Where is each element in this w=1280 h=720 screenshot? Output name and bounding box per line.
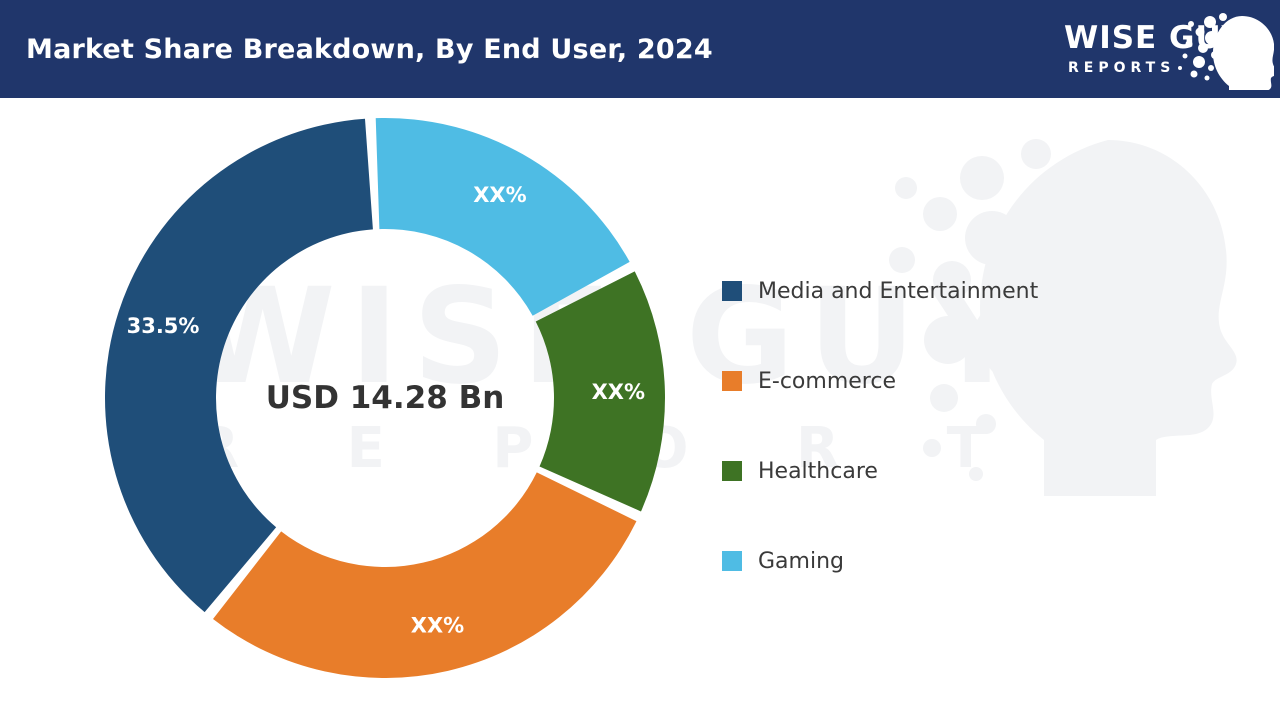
legend-item-e-commerce[interactable]: E-commerce xyxy=(722,336,1142,426)
watermark-head-icon xyxy=(876,139,1237,496)
legend-item-label: Media and Entertainment xyxy=(758,278,1039,304)
donut-slice-label: XX% xyxy=(592,380,645,404)
chart-legend: Media and Entertainment E-commerce Healt… xyxy=(722,246,1142,606)
legend-item-gaming[interactable]: Gaming xyxy=(722,516,1142,606)
donut-chart-svg: XX% XX% XX% 33.5% xyxy=(105,118,665,678)
legend-swatch-icon xyxy=(722,371,742,391)
donut-slice-label: 33.5% xyxy=(127,314,200,338)
legend-swatch-icon xyxy=(722,551,742,571)
page-title: Market Share Breakdown, By End User, 202… xyxy=(26,33,713,65)
legend-swatch-icon xyxy=(722,281,742,301)
legend-swatch-icon xyxy=(722,461,742,481)
donut-chart: XX% XX% XX% 33.5% USD 14.28 Bn xyxy=(100,113,670,683)
donut-slice-label: XX% xyxy=(473,183,526,207)
donut-slice[interactable] xyxy=(105,118,373,613)
logo-head-icon xyxy=(1178,13,1274,90)
donut-slice[interactable] xyxy=(375,118,630,316)
donut-slice-label: XX% xyxy=(411,613,464,637)
wise-guy-reports-logo: WISE GUY REPORTS xyxy=(1064,13,1274,90)
donut-slice[interactable] xyxy=(213,472,637,678)
legend-item-label: E-commerce xyxy=(758,368,896,394)
legend-item-label: Healthcare xyxy=(758,458,878,484)
donut-slice-labels: XX% XX% XX% 33.5% xyxy=(127,183,645,638)
legend-item-healthcare[interactable]: Healthcare xyxy=(722,426,1142,516)
chart-canvas: WISE GUY R E P O R T S XX% XX% XX% 33.5% xyxy=(0,98,1280,720)
legend-item-media-and-entertainment[interactable]: Media and Entertainment xyxy=(722,246,1142,336)
donut-slices xyxy=(105,118,665,678)
page-header: Market Share Breakdown, By End User, 202… xyxy=(0,0,1280,98)
legend-item-label: Gaming xyxy=(758,548,844,574)
logo-wordmark-line2: REPORTS xyxy=(1068,60,1175,76)
donut-slice[interactable] xyxy=(535,271,665,512)
